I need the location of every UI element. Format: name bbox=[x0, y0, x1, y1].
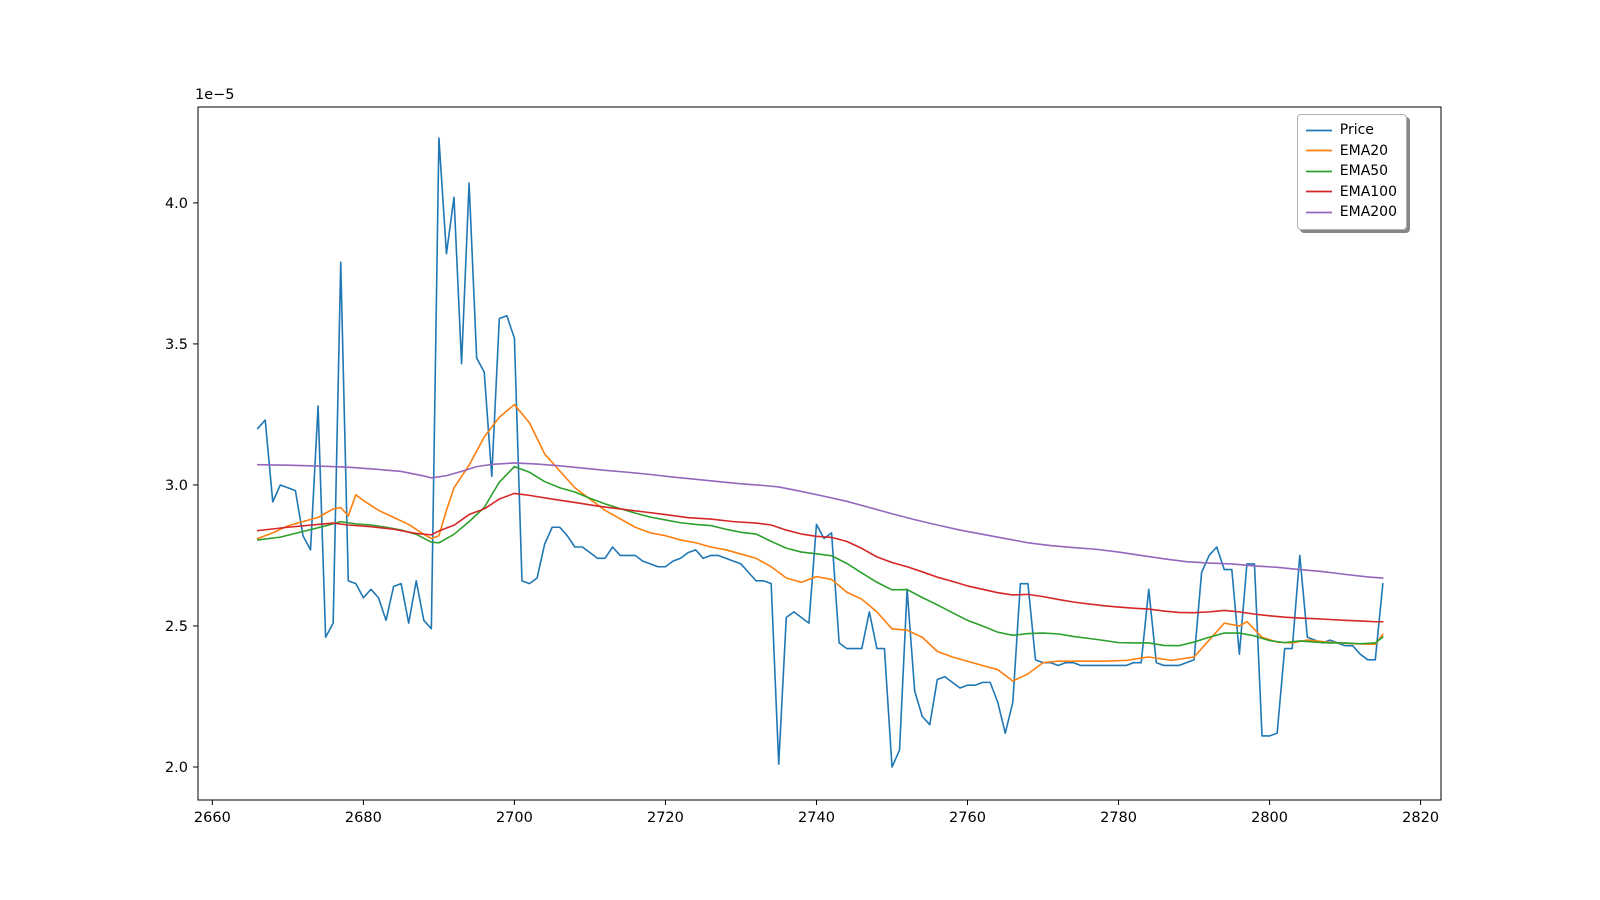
legend-item-ema100: EMA100 bbox=[1305, 182, 1397, 203]
legend-item-price: Price bbox=[1305, 120, 1397, 141]
legend-label: EMA50 bbox=[1339, 163, 1389, 179]
plot-area bbox=[197, 106, 1442, 801]
ema50-line-swatch bbox=[1305, 170, 1332, 173]
legend-item-ema200: EMA200 bbox=[1305, 202, 1397, 223]
ema50-line bbox=[256, 465, 1384, 647]
legend-label: EMA200 bbox=[1339, 204, 1397, 220]
ema200-line bbox=[256, 462, 1384, 579]
y-tick-label: 3.0 bbox=[165, 478, 188, 494]
legend: Price EMA20 EMA50 EMA100 EMA200 bbox=[1296, 114, 1407, 230]
x-tick-label: 2680 bbox=[345, 810, 382, 826]
price-line bbox=[256, 137, 1384, 768]
y-tick-label: 4.0 bbox=[165, 196, 188, 212]
ema20-line bbox=[256, 403, 1384, 682]
ema100-line bbox=[256, 492, 1384, 623]
legend-item-ema20: EMA20 bbox=[1305, 141, 1397, 162]
legend-item-ema50: EMA50 bbox=[1305, 161, 1397, 182]
x-tick-label: 2700 bbox=[496, 810, 533, 826]
y-axis-offset-label: 1e−5 bbox=[195, 87, 235, 103]
price-line-swatch bbox=[1305, 129, 1332, 132]
ema20-line-swatch bbox=[1305, 149, 1332, 152]
x-tick-label: 2660 bbox=[194, 810, 231, 826]
y-tick-label: 2.5 bbox=[165, 619, 188, 635]
x-tick-label: 2780 bbox=[1100, 810, 1137, 826]
y-tick-label: 2.0 bbox=[165, 760, 188, 776]
x-tick-label: 2760 bbox=[949, 810, 986, 826]
x-tick-label: 2820 bbox=[1402, 810, 1439, 826]
ema200-line-swatch bbox=[1305, 211, 1332, 214]
legend-label: EMA100 bbox=[1339, 183, 1397, 200]
x-tick-label: 2800 bbox=[1251, 810, 1288, 826]
x-tick-label: 2720 bbox=[647, 810, 684, 826]
y-tick-label: 3.5 bbox=[165, 337, 188, 353]
legend-label: Price bbox=[1339, 122, 1374, 138]
ema100-line-swatch bbox=[1305, 190, 1332, 193]
x-tick-label: 2740 bbox=[798, 810, 835, 826]
legend-label: EMA20 bbox=[1339, 142, 1389, 159]
